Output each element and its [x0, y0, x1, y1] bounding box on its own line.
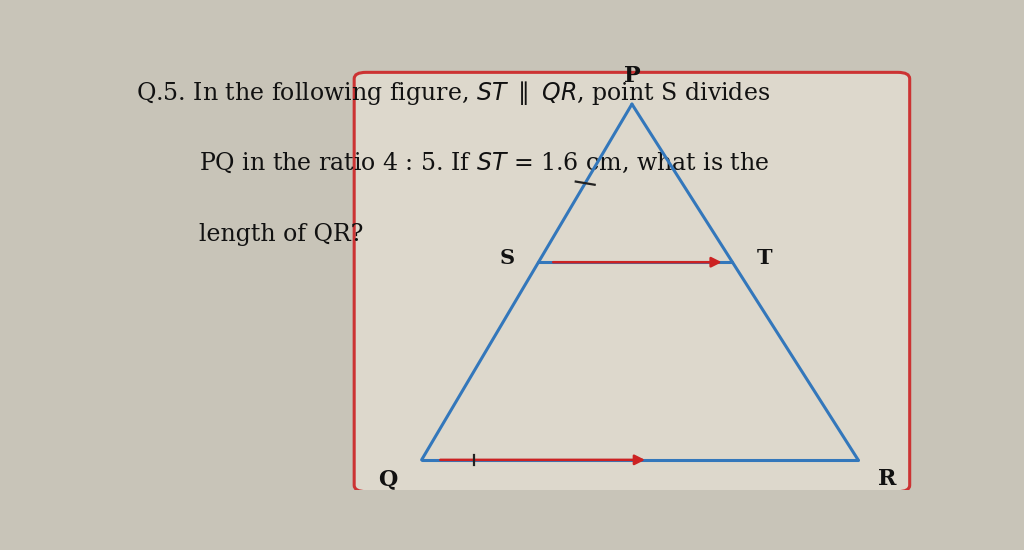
- Text: Q.5. In the following figure, $ST$ $\parallel$ $QR$, point S divides: Q.5. In the following figure, $ST$ $\par…: [136, 79, 770, 107]
- Text: R: R: [878, 469, 896, 491]
- Text: P: P: [624, 65, 640, 87]
- FancyBboxPatch shape: [354, 73, 909, 492]
- Text: length of QR?: length of QR?: [200, 223, 364, 246]
- Text: Q: Q: [379, 469, 397, 491]
- Text: T: T: [757, 248, 772, 268]
- Text: PQ in the ratio 4 : 5. If $ST$ = 1.6 cm, what is the: PQ in the ratio 4 : 5. If $ST$ = 1.6 cm,…: [200, 151, 770, 175]
- Text: S: S: [500, 248, 515, 268]
